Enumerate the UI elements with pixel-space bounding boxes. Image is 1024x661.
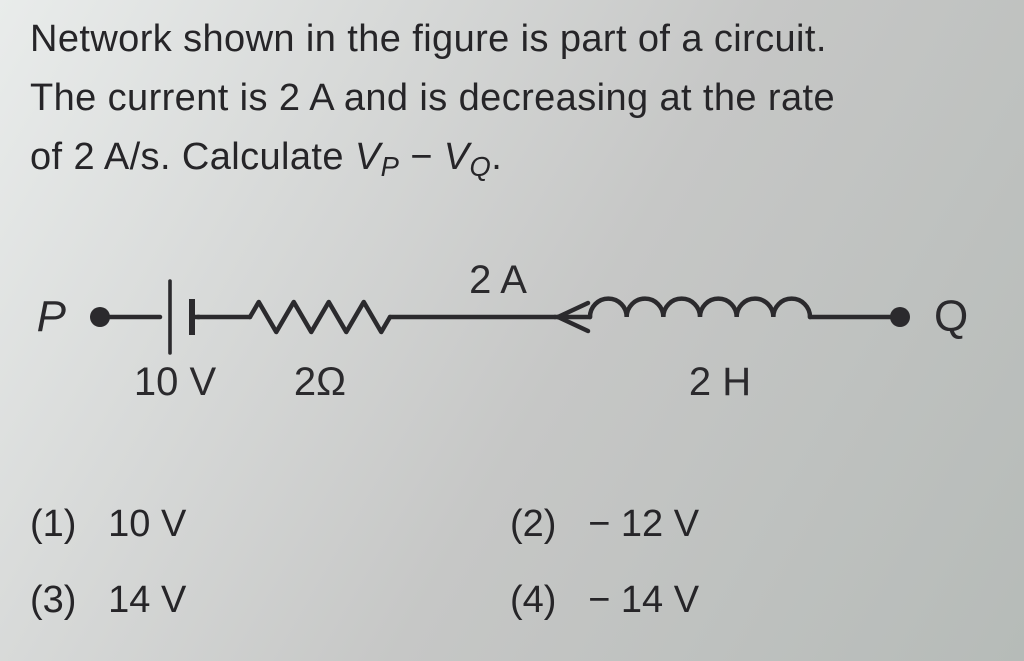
q3-Q: Q xyxy=(470,151,492,182)
option-3: (3) 14 V xyxy=(30,566,510,642)
q3-prefix: of 2 A/s. Calculate xyxy=(30,136,355,178)
option-1: (1) 10 V xyxy=(30,490,510,566)
q3-VP: V xyxy=(355,136,381,178)
options-grid: (1) 10 V (2) − 12 V (3) 14 V (4) − 14 V xyxy=(30,490,1000,642)
options-row-2: (3) 14 V (4) − 14 V xyxy=(30,566,1000,642)
option-1-num: (1) xyxy=(30,503,76,545)
svg-text:P: P xyxy=(37,292,67,341)
option-4-text: − 14 V xyxy=(588,579,699,621)
page-root: Network shown in the figure is part of a… xyxy=(0,0,1024,661)
question-line-2: The current is 2 A and is decreasing at … xyxy=(30,69,1000,128)
circuit-diagram: P 10 V 2Ω 2 A 2 H Q xyxy=(30,255,1000,455)
options-row-1: (1) 10 V (2) − 12 V xyxy=(30,490,1000,566)
option-2-num: (2) xyxy=(510,503,556,545)
option-4: (4) − 14 V xyxy=(510,566,990,642)
question-line-1: Network shown in the figure is part of a… xyxy=(30,10,1000,69)
option-3-text: 14 V xyxy=(108,579,186,621)
option-2: (2) − 12 V xyxy=(510,490,990,566)
option-4-num: (4) xyxy=(510,579,556,621)
svg-text:Q: Q xyxy=(934,292,968,341)
svg-text:10 V: 10 V xyxy=(134,360,217,404)
option-3-num: (3) xyxy=(30,579,76,621)
option-2-text: − 12 V xyxy=(588,503,699,545)
q3-suffix: . xyxy=(491,136,502,178)
svg-text:2Ω: 2Ω xyxy=(294,360,346,404)
option-1-text: 10 V xyxy=(108,503,186,545)
question-text: Network shown in the figure is part of a… xyxy=(30,10,1000,188)
q3-P: P xyxy=(381,151,400,182)
circuit-svg: P 10 V 2Ω 2 A 2 H Q xyxy=(30,255,1000,455)
q3-VQ: V xyxy=(444,136,470,178)
question-line-3: of 2 A/s. Calculate VP − VQ. xyxy=(30,128,1000,188)
svg-text:2 A: 2 A xyxy=(469,258,527,302)
svg-text:2 H: 2 H xyxy=(689,360,751,404)
q3-minus: − xyxy=(399,136,444,178)
